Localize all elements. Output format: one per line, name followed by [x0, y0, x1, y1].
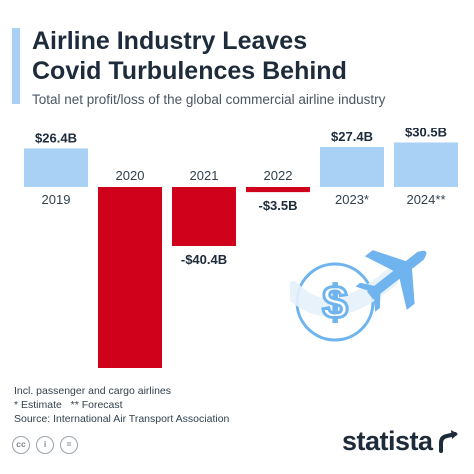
statista-brand[interactable]: statista [342, 426, 461, 457]
bar-2021 [172, 187, 236, 246]
category-label: 2020 [116, 168, 145, 183]
footer-notes: Incl. passenger and cargo airlines * Est… [14, 384, 229, 426]
airplane-icon [355, 250, 427, 312]
license-icons: cc i = [12, 436, 78, 454]
no-derivatives-icon[interactable]: = [60, 436, 78, 454]
bar-2023* [320, 146, 384, 187]
value-label: $26.4B [35, 130, 77, 145]
title-line-2: Covid Turbulences Behind [32, 57, 347, 85]
title-accent-bar [12, 28, 20, 104]
value-label: $30.5B [405, 128, 447, 139]
bar-2022 [246, 187, 310, 193]
chart-subtitle: Total net profit/loss of the global comm… [32, 92, 386, 107]
brand-name: statista [342, 426, 433, 456]
bar-2024** [394, 142, 458, 187]
bar-2020 [98, 187, 162, 368]
statista-logo-icon [438, 429, 458, 453]
airplane-dollar-illustration: $ [290, 250, 427, 342]
title-line-1: Airline Industry Leaves [32, 27, 308, 55]
category-label: 2023* [335, 192, 369, 207]
bar-2019 [24, 148, 88, 187]
bar-chart: $26.4B2019-$137.7B2020-$40.4B2021-$3.5B2… [24, 128, 458, 368]
category-label: 2019 [42, 192, 71, 207]
value-label: -$3.5B [258, 198, 297, 213]
category-label: 2022 [264, 168, 293, 183]
svg-text:$: $ [322, 276, 348, 328]
category-label: 2024** [406, 192, 445, 207]
value-label: -$40.4B [181, 252, 227, 267]
attribution-icon[interactable]: i [36, 436, 54, 454]
footnote-legend: * Estimate ** Forecast [14, 399, 123, 411]
footnote-scope: Incl. passenger and cargo airlines [14, 385, 172, 397]
chart-title: Airline Industry Leaves Covid Turbulence… [32, 26, 462, 86]
dollar-coin-icon: $ [290, 262, 399, 342]
creative-commons-icon[interactable]: cc [12, 436, 30, 454]
category-label: 2021 [190, 168, 219, 183]
source-note: Source: International Air Transport Asso… [14, 413, 230, 425]
value-label: $27.4B [331, 129, 373, 144]
